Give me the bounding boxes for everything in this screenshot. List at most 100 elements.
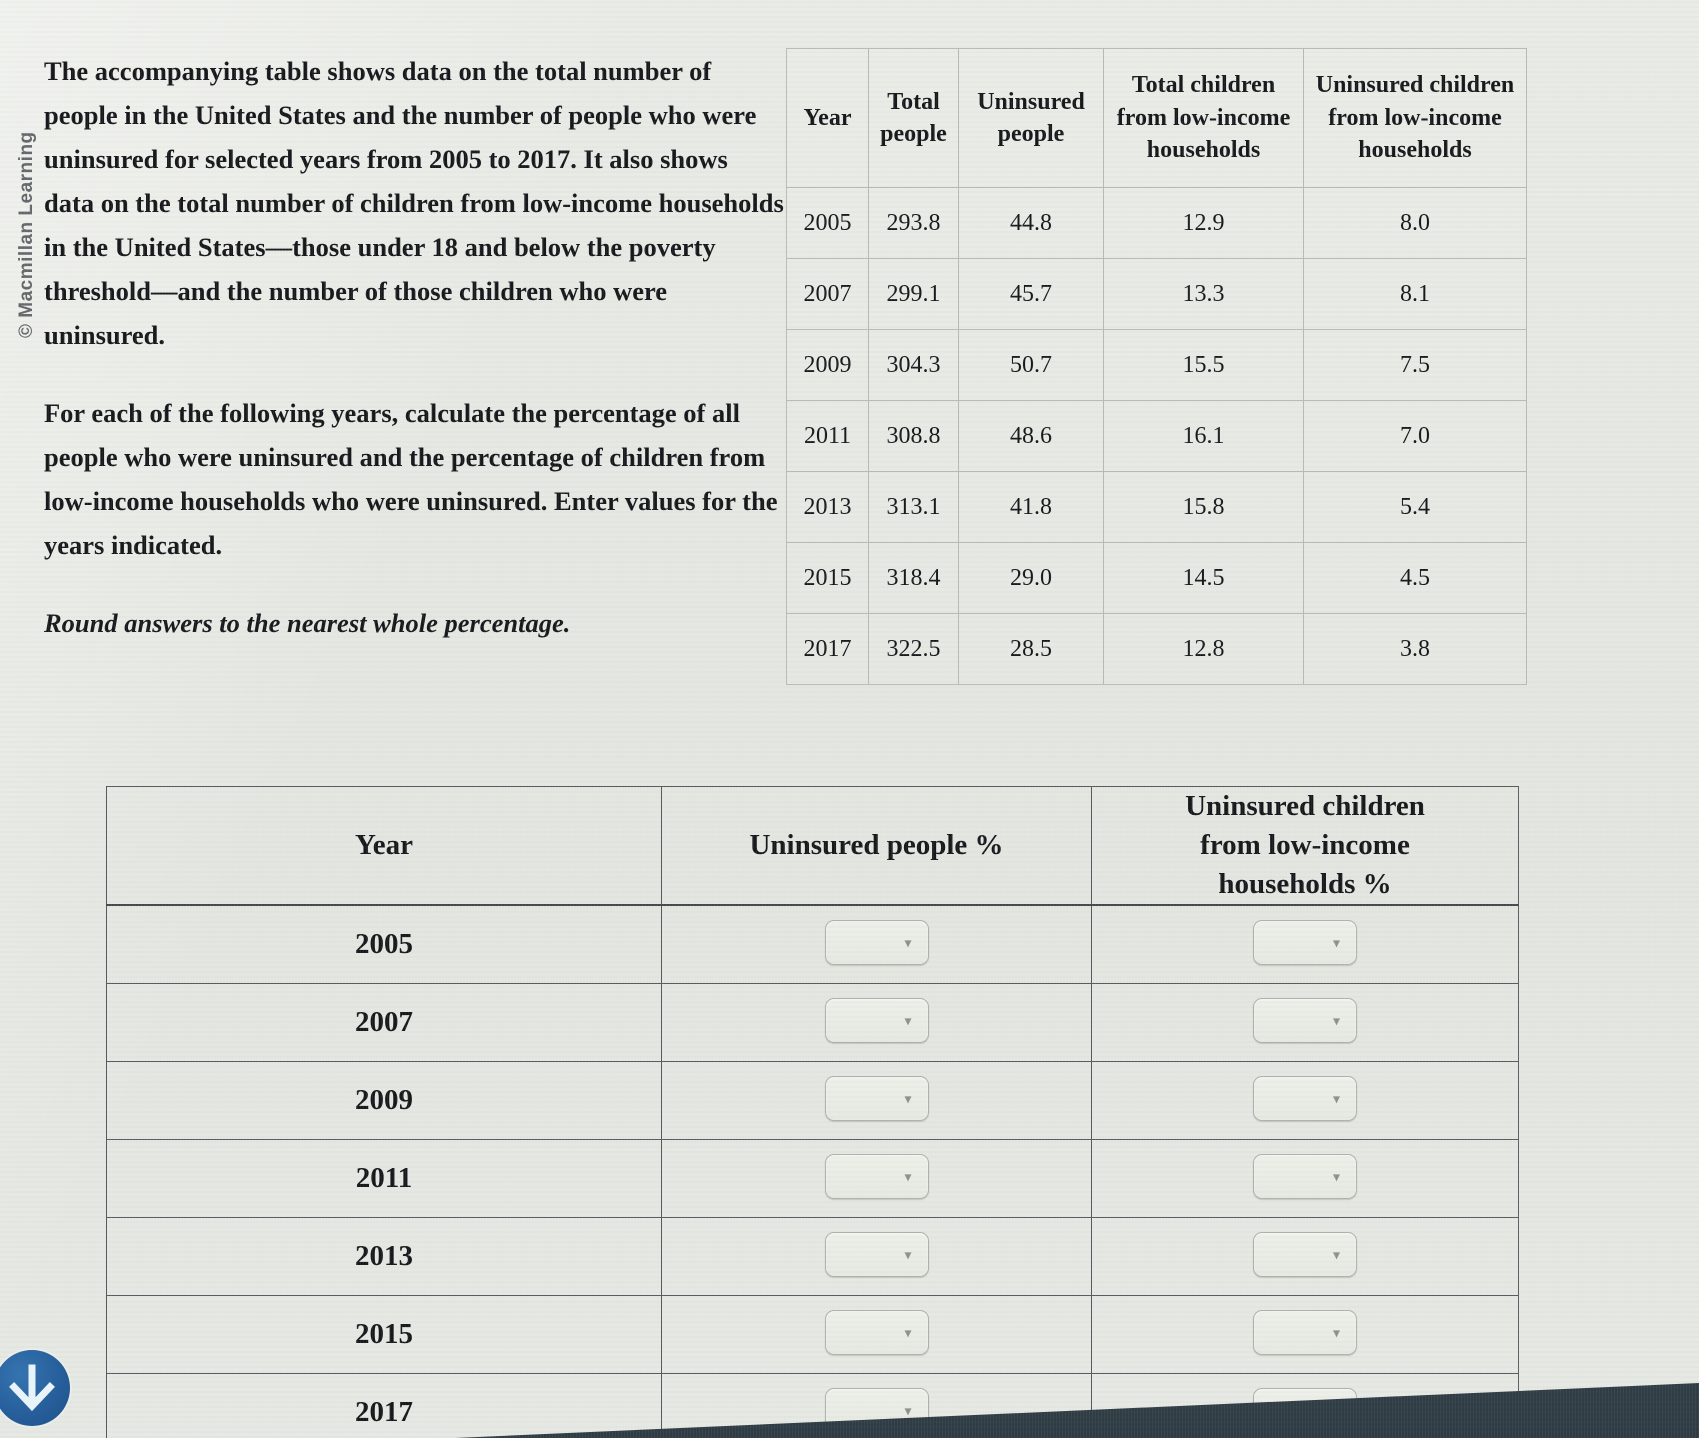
table-cell: 2007 [786,258,869,330]
table-cell: 45.7 [958,258,1104,330]
data-table-header-row: Year Total people Uninsured people Total… [786,48,1527,188]
table-cell: 2017 [786,613,869,685]
table-cell: 16.1 [1103,400,1304,472]
uninsured-children-percent-cell: ▾ [1091,904,1519,985]
answer-row-2015: 2015 ▾ ▾ [106,1295,1519,1375]
table-cell: 48.6 [958,400,1104,472]
answer-row-2011: 2011 ▾ ▾ [106,1139,1519,1219]
table-cell: 2009 [786,329,869,401]
uninsured-people-percent-select-2013[interactable]: ▾ [824,1232,929,1278]
answer-table-header-row: Year Uninsured people % Uninsured childr… [106,786,1519,907]
uninsured-people-percent-select-2009[interactable]: ▾ [824,1076,929,1122]
data-row-2005: 2005 293.8 44.8 12.9 8.0 [786,187,1527,259]
year-cell: 2013 [106,1217,662,1297]
table-cell: 7.0 [1303,400,1527,472]
data-row-2007: 2007 299.1 45.7 13.3 8.1 [786,258,1527,330]
uninsured-children-percent-select-2009[interactable]: ▾ [1253,1076,1357,1122]
table-cell: 41.8 [958,471,1104,543]
data-row-2009: 2009 304.3 50.7 15.5 7.5 [786,329,1527,401]
table-cell: 4.5 [1303,542,1527,614]
uninsured-children-percent-cell: ▾ [1091,983,1519,1063]
table-cell: 5.4 [1303,471,1527,543]
uninsured-children-percent-cell: ▾ [1091,1061,1519,1141]
chevron-down-icon: ▾ [904,1325,912,1342]
chevron-down-icon: ▾ [904,1169,912,1186]
uninsured-children-percent-select-2007[interactable]: ▾ [1253,998,1357,1044]
problem-paragraph-1: The accompanying table shows data on the… [44,56,784,350]
table-cell: 299.1 [868,258,959,330]
year-cell: 2007 [106,983,662,1063]
table-cell: 50.7 [958,329,1104,401]
uninsured-children-percent-select-2005[interactable]: ▾ [1253,920,1357,966]
table-cell: 2013 [786,471,869,543]
uninsured-children-percent-select-2013[interactable]: ▾ [1253,1232,1357,1278]
chevron-down-icon: ▾ [904,1247,912,1264]
uninsured-people-percent-cell: ▾ [661,1061,1092,1141]
uninsured-children-percent-cell: ▾ [1091,1217,1519,1297]
data-row-2017: 2017 322.5 28.5 12.8 3.8 [786,613,1527,685]
table-cell: 44.8 [958,187,1104,259]
table-cell: 308.8 [868,400,959,472]
answer-row-2013: 2013 ▾ ▾ [106,1217,1519,1297]
answer-table: Year Uninsured people % Uninsured childr… [106,786,1519,1438]
down-arrow-icon [9,1364,55,1412]
macmillan-learning-watermark: © Macmillan Learning [16,131,37,338]
table-cell: 313.1 [868,471,959,543]
uninsured-children-percent-select-2015[interactable]: ▾ [1253,1310,1357,1356]
chevron-down-icon: ▾ [1332,935,1340,952]
uninsured-people-percent-cell: ▾ [661,1295,1092,1375]
uninsured-children-percent-select-2011[interactable]: ▾ [1253,1154,1357,1200]
column-header-uninsured-children: Uninsured children from low-income house… [1303,48,1527,188]
table-cell: 3.8 [1303,613,1527,685]
uninsured-people-percent-cell: ▾ [661,1217,1092,1297]
chevron-down-icon: ▾ [1332,1325,1340,1342]
table-cell: 13.3 [1103,258,1304,330]
scroll-down-button[interactable] [0,1350,70,1426]
table-cell: 7.5 [1303,329,1527,401]
table-cell: 2005 [786,187,869,259]
year-cell: 2015 [106,1295,662,1375]
table-cell: 12.8 [1103,613,1304,685]
table-cell: 15.8 [1103,471,1304,543]
table-cell: 8.1 [1303,258,1527,330]
column-header-total-children: Total children from low-income household… [1103,48,1304,188]
uninsured-people-percent-select-2007[interactable]: ▾ [824,998,929,1044]
answer-header-uninsured-children-percent: Uninsured children from low-income house… [1091,786,1519,907]
data-row-2015: 2015 318.4 29.0 14.5 4.5 [786,542,1527,614]
chevron-down-icon: ▾ [1332,1247,1340,1264]
uninsured-people-percent-select-2011[interactable]: ▾ [824,1154,929,1200]
chevron-down-icon: ▾ [904,1091,912,1108]
uninsured-people-percent-cell: ▾ [661,904,1092,985]
answer-row-2005: 2005 ▾ ▾ [106,904,1519,985]
table-cell: 15.5 [1103,329,1304,401]
answer-header-uninsured-people-percent: Uninsured people % [661,786,1092,907]
chevron-down-icon: ▾ [904,1013,912,1030]
answer-row-2007: 2007 ▾ ▾ [106,983,1519,1063]
chevron-down-icon: ▾ [1332,1169,1340,1186]
year-cell: 2017 [106,1373,662,1438]
uninsured-people-percent-cell: ▾ [661,983,1092,1063]
uninsured-children-percent-cell: ▾ [1091,1295,1519,1375]
year-cell: 2011 [106,1139,662,1219]
answer-header-year: Year [106,786,662,907]
column-header-year: Year [786,48,869,188]
chevron-down-icon: ▾ [904,1403,912,1420]
uninsured-people-percent-select-2015[interactable]: ▾ [824,1310,929,1356]
table-cell: 293.8 [868,187,959,259]
rounding-instruction: Round answers to the nearest whole perce… [44,607,571,638]
table-cell: 14.5 [1103,542,1304,614]
table-cell: 2015 [786,542,869,614]
table-cell: 322.5 [868,613,959,685]
table-cell: 318.4 [868,542,959,614]
chevron-down-icon: ▾ [904,935,912,952]
table-cell: 8.0 [1303,187,1527,259]
column-header-total-people: Total people [868,48,959,188]
table-cell: 29.0 [958,542,1104,614]
uninsured-people-percent-select-2005[interactable]: ▾ [824,920,929,966]
column-header-uninsured-people: Uninsured people [958,48,1104,188]
data-row-2011: 2011 308.8 48.6 16.1 7.0 [786,400,1527,472]
answer-row-2009: 2009 ▾ ▾ [106,1061,1519,1141]
chevron-down-icon: ▾ [1332,1091,1340,1108]
chevron-down-icon: ▾ [1332,1013,1340,1030]
